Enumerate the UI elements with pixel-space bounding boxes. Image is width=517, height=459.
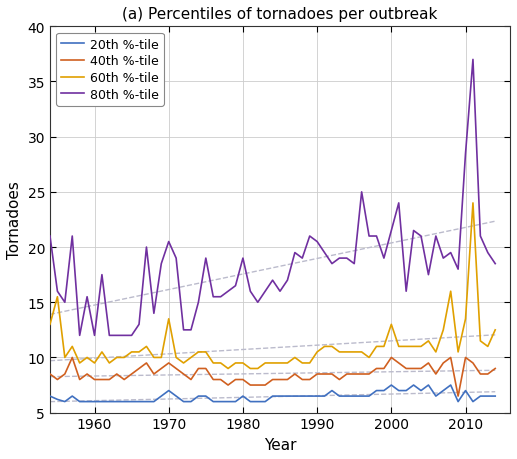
20th %-tile xyxy=(47,393,53,399)
20th %-tile xyxy=(388,382,394,388)
40th %-tile xyxy=(158,366,164,371)
Line: 60th %-tile: 60th %-tile xyxy=(50,203,495,369)
20th %-tile xyxy=(210,399,216,404)
60th %-tile xyxy=(203,349,209,355)
80th %-tile xyxy=(77,333,83,338)
80th %-tile xyxy=(47,234,53,239)
60th %-tile xyxy=(292,355,298,360)
60th %-tile xyxy=(47,322,53,327)
80th %-tile xyxy=(440,256,446,261)
Line: 20th %-tile: 20th %-tile xyxy=(50,385,495,402)
X-axis label: Year: Year xyxy=(264,437,296,452)
Y-axis label: Tornadoes: Tornadoes xyxy=(7,181,22,259)
20th %-tile xyxy=(143,399,149,404)
Legend: 20th %-tile, 40th %-tile, 60th %-tile, 80th %-tile: 20th %-tile, 40th %-tile, 60th %-tile, 8… xyxy=(56,34,164,106)
40th %-tile xyxy=(440,360,446,366)
20th %-tile xyxy=(322,393,328,399)
40th %-tile xyxy=(143,360,149,366)
80th %-tile xyxy=(470,57,476,63)
80th %-tile xyxy=(492,261,498,267)
Line: 80th %-tile: 80th %-tile xyxy=(50,60,495,336)
20th %-tile xyxy=(492,393,498,399)
40th %-tile xyxy=(69,355,75,360)
80th %-tile xyxy=(322,250,328,256)
60th %-tile xyxy=(151,355,157,360)
80th %-tile xyxy=(292,250,298,256)
40th %-tile xyxy=(455,393,461,399)
40th %-tile xyxy=(492,366,498,371)
40th %-tile xyxy=(322,371,328,377)
60th %-tile xyxy=(322,344,328,349)
Line: 40th %-tile: 40th %-tile xyxy=(50,358,495,396)
80th %-tile xyxy=(158,261,164,267)
60th %-tile xyxy=(136,349,142,355)
60th %-tile xyxy=(225,366,231,371)
60th %-tile xyxy=(492,327,498,333)
20th %-tile xyxy=(292,393,298,399)
80th %-tile xyxy=(210,294,216,300)
40th %-tile xyxy=(210,377,216,382)
80th %-tile xyxy=(143,245,149,250)
40th %-tile xyxy=(47,371,53,377)
60th %-tile xyxy=(470,201,476,206)
20th %-tile xyxy=(62,399,68,404)
60th %-tile xyxy=(440,327,446,333)
20th %-tile xyxy=(158,393,164,399)
20th %-tile xyxy=(448,382,454,388)
Title: (a) Percentiles of tornadoes per outbreak: (a) Percentiles of tornadoes per outbrea… xyxy=(123,7,438,22)
40th %-tile xyxy=(292,371,298,377)
